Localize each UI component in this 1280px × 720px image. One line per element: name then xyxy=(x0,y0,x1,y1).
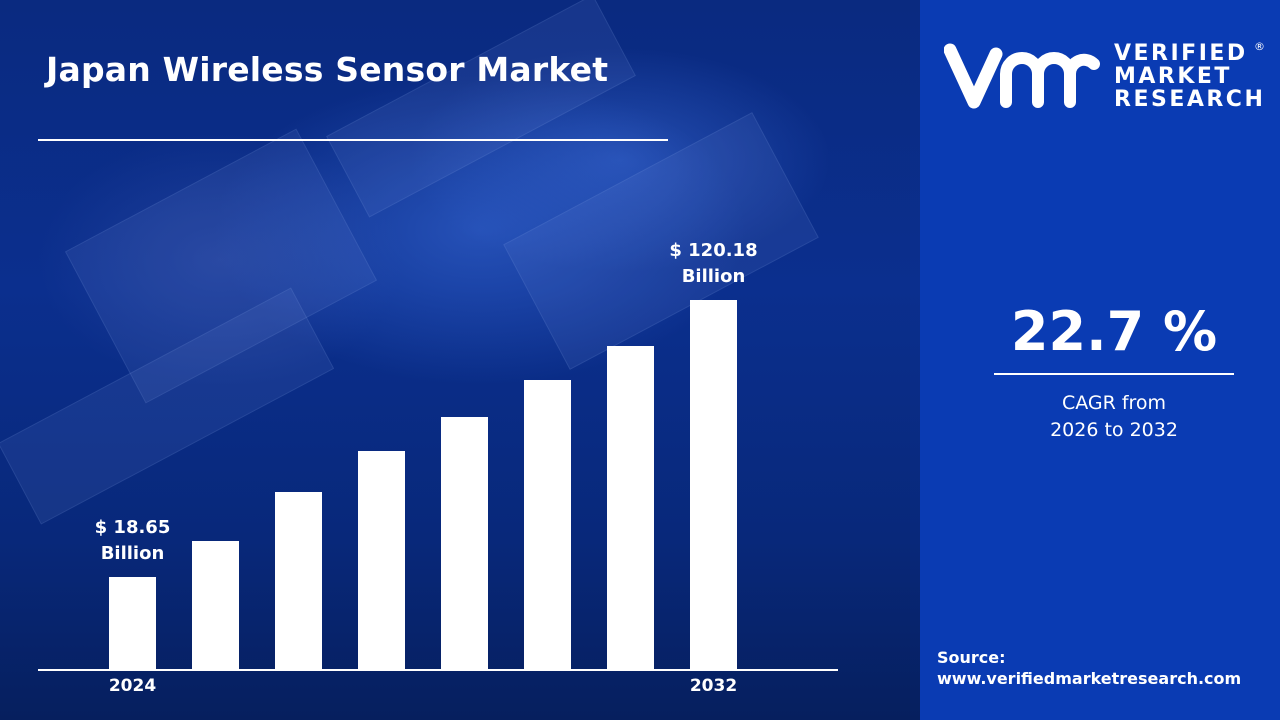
data-label-line: $ 18.65 xyxy=(94,516,171,538)
registered-mark: ® xyxy=(1254,40,1265,53)
bar-7 xyxy=(690,300,737,669)
cagr-label: CAGR from 2026 to 2032 xyxy=(994,390,1234,444)
cagr-label-line: CAGR from xyxy=(1061,392,1167,414)
x-axis-line xyxy=(38,669,838,671)
bar-1 xyxy=(192,541,239,669)
data-label-line: $ 120.18 xyxy=(669,240,758,261)
bar-2 xyxy=(275,491,322,669)
bar-5 xyxy=(524,380,571,669)
brand-line: RESEARCH xyxy=(1114,87,1266,112)
data-label: $ 18.65 Billion xyxy=(73,515,193,567)
bar-0 xyxy=(109,576,156,669)
cagr-divider xyxy=(994,373,1234,375)
source: Source: www.verifiedmarketresearch.com xyxy=(937,647,1241,689)
data-label: $ 120.18 Billion xyxy=(654,238,774,290)
title-divider xyxy=(38,139,668,141)
bar-3 xyxy=(358,451,405,669)
bar-4 xyxy=(441,416,488,669)
data-label-line: Billion xyxy=(681,266,746,287)
x-tick-label: 2032 xyxy=(689,676,738,696)
info-panel xyxy=(920,0,1280,720)
circuit-board-decoration xyxy=(326,0,636,218)
source-url[interactable]: www.verifiedmarketresearch.com xyxy=(937,669,1242,688)
chart-title: Japan Wireless Sensor Market xyxy=(46,50,609,89)
data-label-line: Billion xyxy=(100,542,165,564)
cagr-label-line: 2026 to 2032 xyxy=(1050,419,1178,441)
vmr-logo-icon xyxy=(944,43,1100,109)
brand-name: VERIFIED MARKET RESEARCH xyxy=(1114,42,1265,111)
brand-line: MARKET xyxy=(1114,64,1232,89)
brand-line: VERIFIED xyxy=(1114,41,1248,66)
source-label: Source: xyxy=(937,648,1006,667)
cagr-value: 22.7 % xyxy=(1010,300,1218,363)
x-tick-label: 2024 xyxy=(108,676,157,696)
bar-6 xyxy=(607,346,654,669)
